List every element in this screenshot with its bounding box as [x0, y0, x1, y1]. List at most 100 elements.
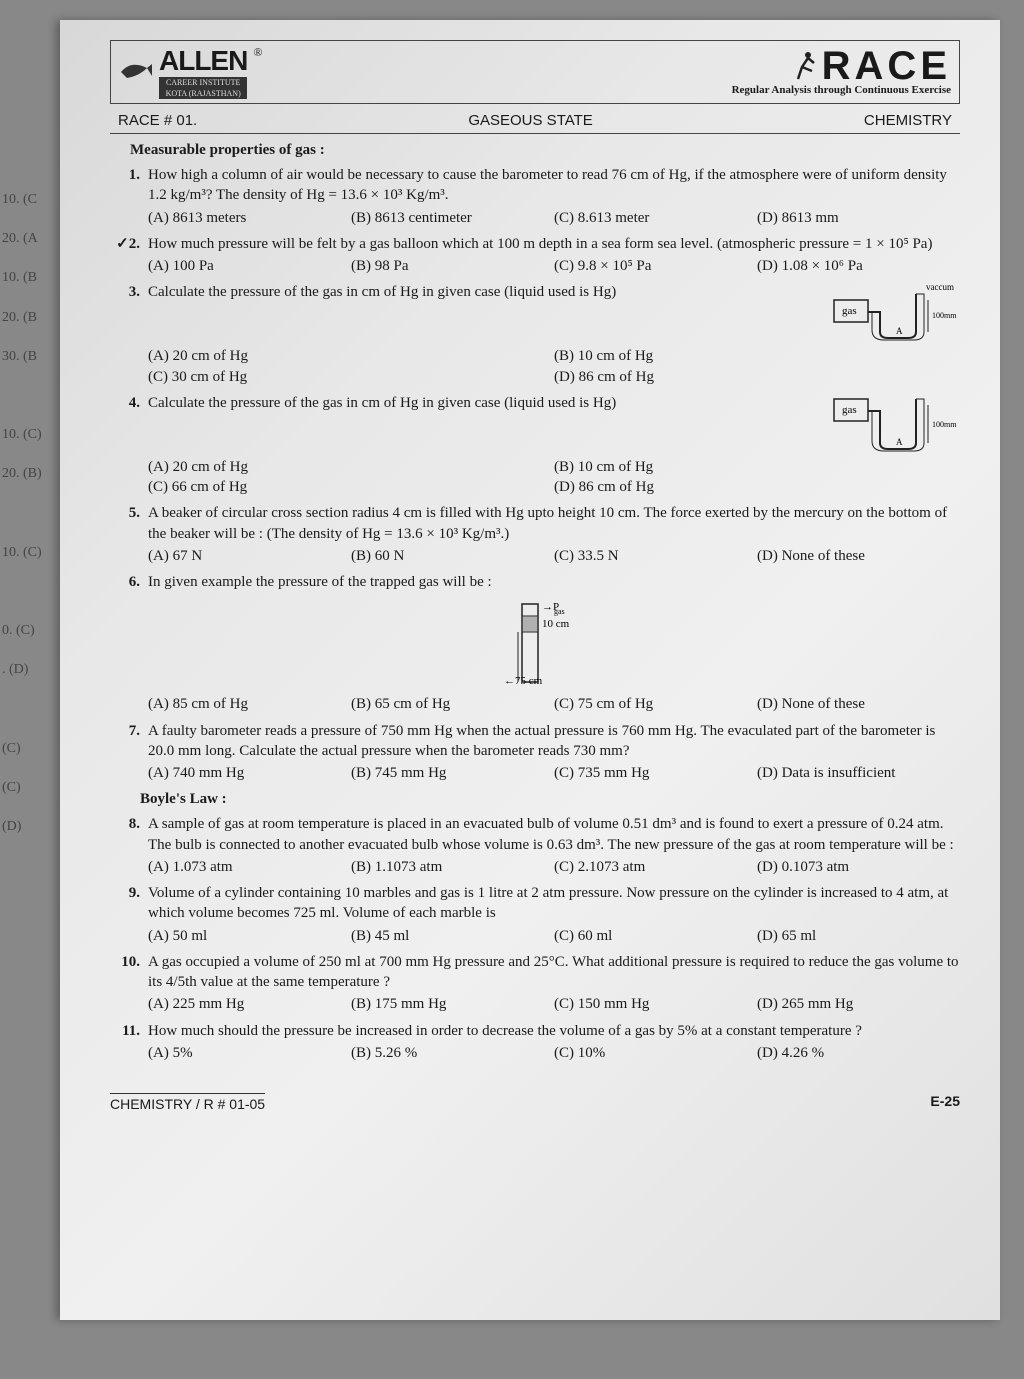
- page-edge-marks: 10. (C 20. (A 10. (B 20. (B 30. (B 10. (…: [2, 180, 42, 846]
- q3-diagram: gas vaccum A 100mm: [830, 282, 960, 342]
- option-a: (A) 740 mm Hg: [148, 763, 351, 783]
- question-3: 3. gas vaccum A 100mm Calculate the pres…: [110, 282, 960, 387]
- q-text: Volume of a cylinder containing 10 marbl…: [148, 885, 948, 921]
- q-number: 1.: [110, 165, 148, 228]
- q-text: A faulty barometer reads a pressure of 7…: [148, 723, 935, 759]
- header: ALLEN CAREER INSTITUTE KOTA (RAJASTHAN) …: [110, 40, 960, 104]
- option-d: (D) 265 mm Hg: [757, 994, 960, 1014]
- question-1: 1. How high a column of air would be nec…: [110, 165, 960, 228]
- option-b: (B) 45 ml: [351, 926, 554, 946]
- option-d: (D) None of these: [757, 546, 960, 566]
- q-number: 11.: [110, 1021, 148, 1064]
- option-a: (A) 67 N: [148, 546, 351, 566]
- edge-mark: 10. (B: [2, 258, 42, 297]
- option-a: (A) 85 cm of Hg: [148, 694, 351, 714]
- q4-diagram: gas A 100mm: [830, 393, 960, 453]
- option-c: (C) 60 ml: [554, 926, 757, 946]
- option-a: (A) 5%: [148, 1043, 351, 1063]
- question-6: 6. In given example the pressure of the …: [110, 572, 960, 715]
- question-11: 11. How much should the pressure be incr…: [110, 1021, 960, 1064]
- option-b: (B) 10 cm of Hg: [554, 346, 960, 366]
- q-text: How much should the pressure be increase…: [148, 1023, 862, 1039]
- option-d: (D) 8613 mm: [757, 208, 960, 228]
- edge-mark: 30. (B: [2, 337, 42, 376]
- section-title-2: Boyle's Law :: [140, 791, 960, 808]
- q-text: In given example the pressure of the tra…: [148, 574, 492, 590]
- option-b: (B) 5.26 %: [351, 1043, 554, 1063]
- diag-h-label: 100mm: [932, 311, 957, 320]
- brand-name: ALLEN: [159, 45, 247, 77]
- option-d: (D) 1.08 × 10⁶ Pa: [757, 256, 960, 276]
- page-footer: CHEMISTRY / R # 01-05 E-25: [110, 1093, 960, 1112]
- svg-text:A: A: [896, 437, 903, 447]
- question-4: 4. gas A 100mm Calculate the pressure of…: [110, 393, 960, 498]
- q-number: 7.: [110, 721, 148, 784]
- q-number: 9.: [110, 883, 148, 946]
- edge-mark: 20. (B): [2, 454, 42, 493]
- question-5: 5. A beaker of circular cross section ra…: [110, 503, 960, 566]
- allen-logo-block: ALLEN CAREER INSTITUTE KOTA (RAJASTHAN) …: [119, 45, 262, 99]
- topic: GASEOUS STATE: [468, 112, 592, 129]
- edge-mark: (D): [2, 807, 42, 846]
- edge-mark: (C): [2, 729, 42, 768]
- option-c: (C) 33.5 N: [554, 546, 757, 566]
- edge-mark: 10. (C: [2, 180, 42, 219]
- reg-mark: ®: [253, 45, 262, 60]
- q-number: 6.: [110, 572, 148, 715]
- q-number: ✓2.: [110, 234, 148, 277]
- question-10: 10. A gas occupied a volume of 250 ml at…: [110, 952, 960, 1015]
- q-text: How high a column of air would be necess…: [148, 167, 947, 203]
- option-b: (B) 8613 centimeter: [351, 208, 554, 228]
- title-bar: RACE # 01. GASEOUS STATE CHEMISTRY: [110, 108, 960, 134]
- q-number: 3.: [110, 282, 148, 387]
- option-d: (D) Data is insufficient: [757, 763, 960, 783]
- subject: CHEMISTRY: [864, 112, 952, 129]
- edge-mark: (C): [2, 768, 42, 807]
- svg-text:gas: gas: [842, 404, 857, 416]
- q-text: A sample of gas at room temperature is p…: [148, 816, 954, 852]
- svg-text:10 cm: 10 cm: [542, 618, 570, 630]
- option-d: (D) None of these: [757, 694, 960, 714]
- brand-sub1: CAREER INSTITUTE: [159, 77, 247, 88]
- footer-left: CHEMISTRY / R # 01-05: [110, 1093, 265, 1112]
- q-number: 5.: [110, 503, 148, 566]
- footer-right: E-25: [930, 1093, 960, 1112]
- option-b: (B) 60 N: [351, 546, 554, 566]
- option-b: (B) 175 mm Hg: [351, 994, 554, 1014]
- option-d: (D) 86 cm of Hg: [554, 367, 960, 387]
- race-title: RACE: [822, 48, 951, 84]
- option-c: (C) 30 cm of Hg: [148, 367, 554, 387]
- option-c: (C) 9.8 × 10⁵ Pa: [554, 256, 757, 276]
- diag-a-label: A: [896, 326, 903, 336]
- option-c: (C) 8.613 meter: [554, 208, 757, 228]
- option-b: (B) 98 Pa: [351, 256, 554, 276]
- edge-mark: 10. (C): [2, 533, 42, 572]
- question-9: 9. Volume of a cylinder containing 10 ma…: [110, 883, 960, 946]
- option-d: (D) 0.1073 atm: [757, 857, 960, 877]
- svg-text:←75 cm: ←75 cm: [504, 675, 543, 687]
- svg-text:gas: gas: [554, 607, 565, 616]
- option-d: (D) 65 ml: [757, 926, 960, 946]
- option-d: (D) 4.26 %: [757, 1043, 960, 1063]
- question-2: ✓2. How much pressure will be felt by a …: [110, 234, 960, 277]
- option-c: (C) 75 cm of Hg: [554, 694, 757, 714]
- edge-mark: 20. (A: [2, 219, 42, 258]
- q-text: A gas occupied a volume of 250 ml at 700…: [148, 954, 959, 990]
- option-c: (C) 2.1073 atm: [554, 857, 757, 877]
- edge-mark: 10. (C): [2, 415, 42, 454]
- question-7: 7. A faulty barometer reads a pressure o…: [110, 721, 960, 784]
- edge-mark: 0. (C): [2, 611, 42, 650]
- option-c: (C) 150 mm Hg: [554, 994, 757, 1014]
- option-b: (B) 65 cm of Hg: [351, 694, 554, 714]
- option-b: (B) 1.1073 atm: [351, 857, 554, 877]
- option-a: (A) 1.073 atm: [148, 857, 351, 877]
- svg-text:100mm: 100mm: [932, 420, 957, 429]
- q-text: Calculate the pressure of the gas in cm …: [148, 395, 616, 411]
- option-a: (A) 50 ml: [148, 926, 351, 946]
- section-title: Measurable properties of gas :: [130, 142, 960, 159]
- race-logo-block: RACE Regular Analysis through Continuous…: [732, 48, 951, 96]
- race-number: RACE # 01.: [118, 112, 197, 129]
- worksheet-page: 10. (C 20. (A 10. (B 20. (B 30. (B 10. (…: [60, 20, 1000, 1320]
- option-b: (B) 10 cm of Hg: [554, 457, 960, 477]
- option-a: (A) 225 mm Hg: [148, 994, 351, 1014]
